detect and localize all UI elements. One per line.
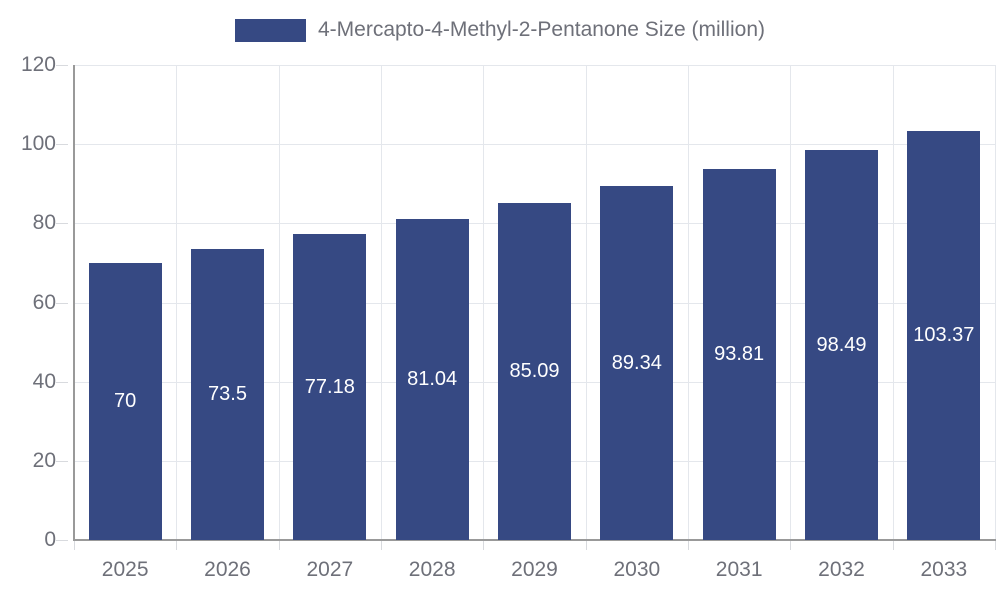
y-axis-tick: [56, 460, 68, 462]
y-axis-label: 60: [32, 290, 56, 314]
x-axis-label: 2032: [818, 558, 865, 581]
x-axis-label: 2027: [306, 558, 354, 581]
x-gridline: [790, 65, 792, 540]
x-axis-tick: [585, 540, 587, 550]
bar-value-label: 98.49: [816, 333, 867, 356]
y-axis-tick: [56, 381, 68, 383]
x-axis-tick: [381, 540, 382, 550]
y-axis-line: [73, 65, 75, 540]
x-axis-label: 2033: [920, 558, 968, 581]
x-axis-label: 2031: [715, 558, 763, 581]
bar: 103.37: [907, 130, 981, 540]
bar: 93.81: [702, 168, 776, 540]
x-gridline: [176, 65, 178, 540]
y-axis-label: 120: [20, 53, 56, 76]
bar: 77.18: [293, 234, 367, 540]
y-axis-label: 0: [44, 528, 56, 551]
bar-value-label: 77.18: [304, 375, 355, 398]
bar: 70: [88, 262, 162, 540]
y-axis-label: 20: [32, 448, 56, 472]
x-gridline: [381, 65, 382, 540]
x-gridline: [892, 65, 894, 540]
bar-value-label: 81.04: [407, 368, 458, 391]
x-gridline: [585, 65, 587, 540]
bar: 73.5: [191, 249, 264, 540]
y-axis-label: 40: [32, 369, 56, 393]
y-axis-tick: [56, 223, 68, 225]
bar: 85.09: [498, 203, 571, 540]
x-gridline: [278, 65, 280, 540]
x-axis-tick: [892, 540, 894, 550]
x-axis-label: 2029: [511, 558, 558, 581]
bar-value-label: 89.34: [611, 351, 662, 374]
x-gridline: [688, 65, 689, 540]
y-gridline: [74, 65, 995, 66]
x-axis-line: [73, 539, 996, 541]
y-axis-label: 80: [32, 211, 56, 235]
bar-value-label: 103.37: [913, 323, 975, 346]
y-axis-tick: [56, 144, 68, 146]
bar-value-label: 73.5: [208, 383, 247, 406]
bar: 89.34: [600, 186, 674, 540]
y-axis-label: 100: [20, 132, 56, 156]
x-axis-label: 2028: [408, 558, 456, 581]
bar-value-label: 70: [114, 389, 137, 412]
x-axis-tick: [688, 540, 689, 550]
y-axis-tick: [56, 540, 68, 541]
bar: 98.49: [805, 150, 878, 540]
legend[interactable]: 4-Mercapto-4-Methyl-2-Pentanone Size (mi…: [0, 18, 1000, 42]
bar-value-label: 93.81: [714, 342, 765, 365]
bar-value-label: 85.09: [509, 360, 560, 383]
x-axis-tick: [790, 540, 792, 550]
x-axis-tick: [176, 540, 178, 550]
x-axis-label: 2025: [101, 558, 149, 581]
y-axis-tick: [56, 65, 68, 66]
x-axis-tick: [74, 540, 75, 550]
x-axis-label: 2026: [204, 558, 251, 581]
x-axis-label: 2030: [613, 558, 661, 581]
legend-label: 4-Mercapto-4-Methyl-2-Pentanone Size (mi…: [317, 18, 765, 41]
x-axis-tick: [278, 540, 280, 550]
x-gridline: [483, 65, 485, 540]
y-axis-tick: [56, 302, 68, 304]
x-axis-tick: [995, 540, 996, 550]
bar: 81.04: [395, 219, 469, 540]
y-gridline: [74, 144, 995, 146]
x-axis-tick: [483, 540, 485, 550]
x-gridline: [995, 65, 996, 540]
legend-swatch: [234, 18, 306, 42]
